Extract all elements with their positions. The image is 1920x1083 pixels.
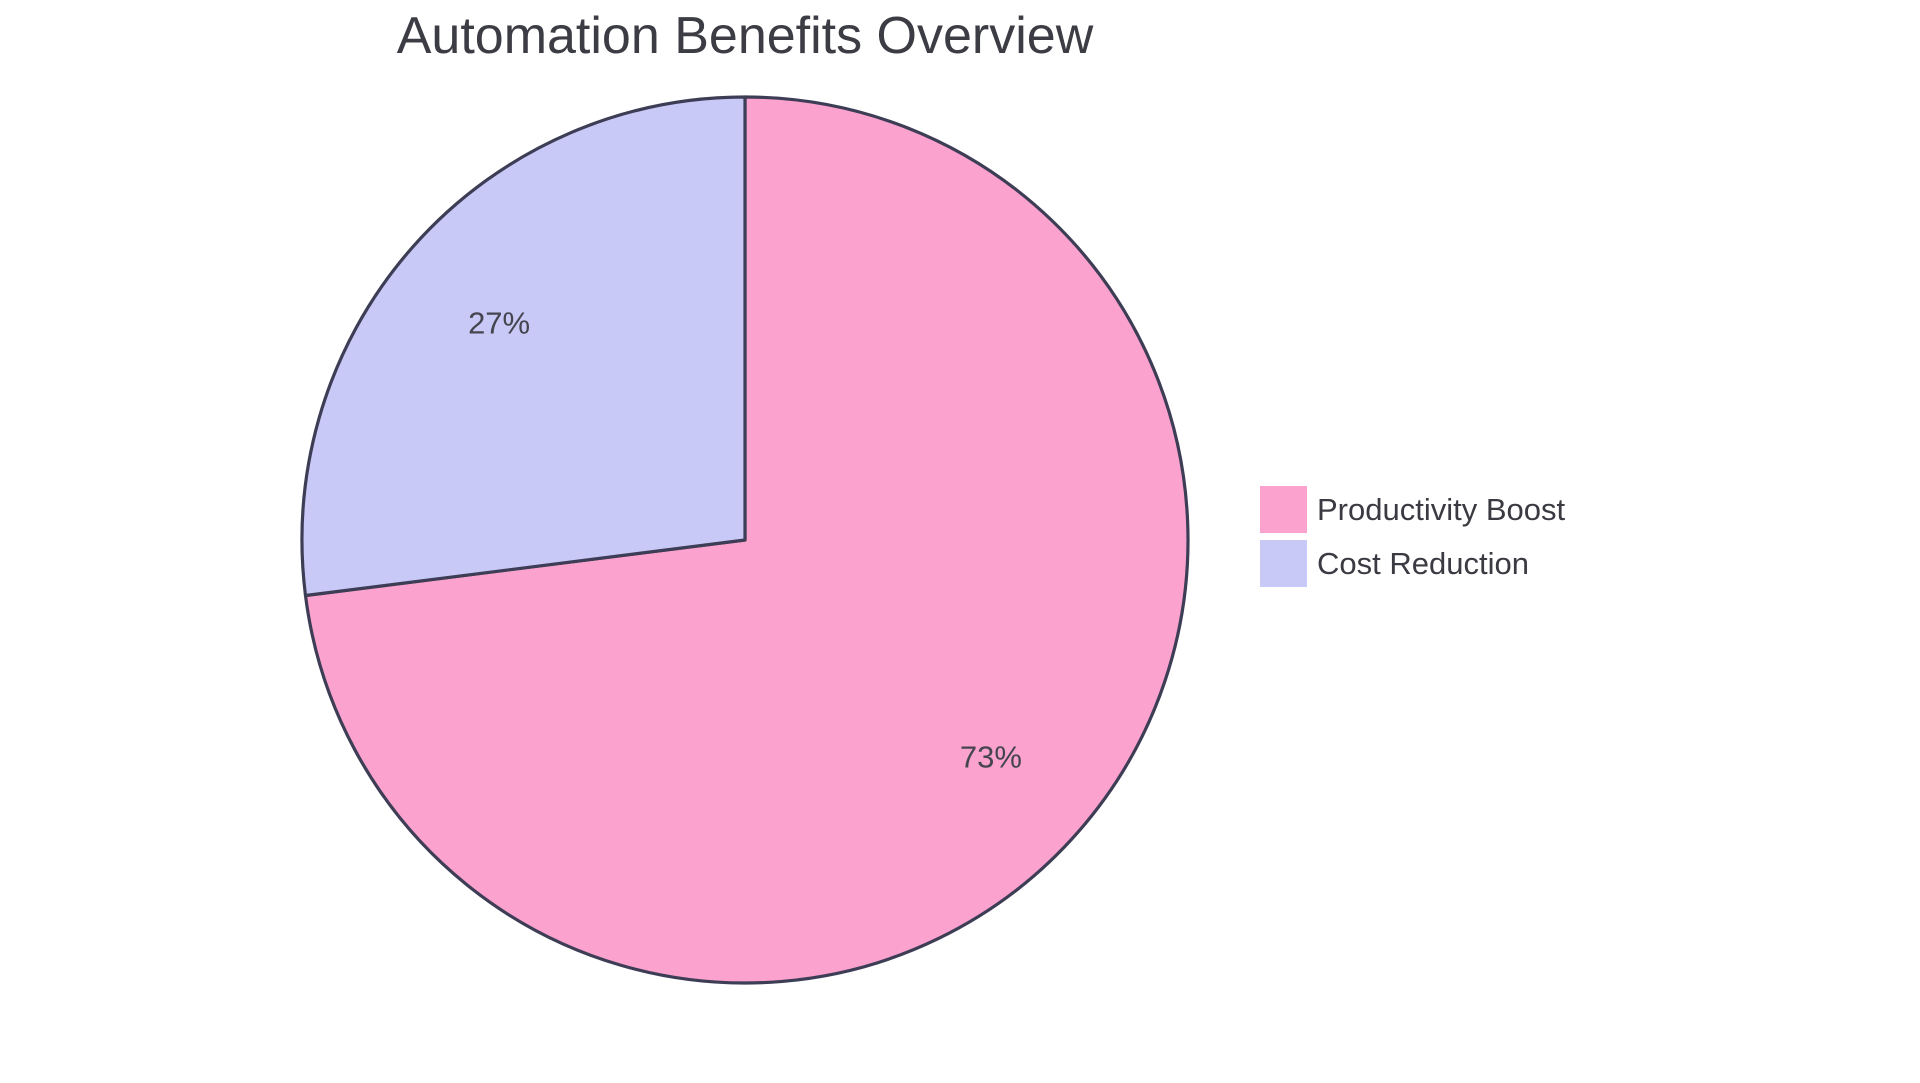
legend-swatch-icon — [1260, 486, 1307, 533]
legend-label: Cost Reduction — [1317, 545, 1529, 581]
legend-item-productivity-boost[interactable]: Productivity Boost — [1260, 486, 1565, 533]
legend-label: Productivity Boost — [1317, 491, 1566, 527]
pie-slice-productivity-boost — [303, 95, 1190, 985]
slice-percent-label-cost-reduction: 27% — [468, 306, 530, 341]
slice-percent-label-productivity-boost: 73% — [960, 739, 1022, 774]
chart-title: Automation Benefits Overview — [396, 7, 1094, 65]
legend-item-cost-reduction[interactable]: Cost Reduction — [1260, 540, 1565, 587]
legend-swatch-icon — [1260, 540, 1307, 587]
legend: Productivity Boost Cost Reduction — [1260, 486, 1565, 587]
pie-slice-cost-reduction — [300, 95, 747, 598]
